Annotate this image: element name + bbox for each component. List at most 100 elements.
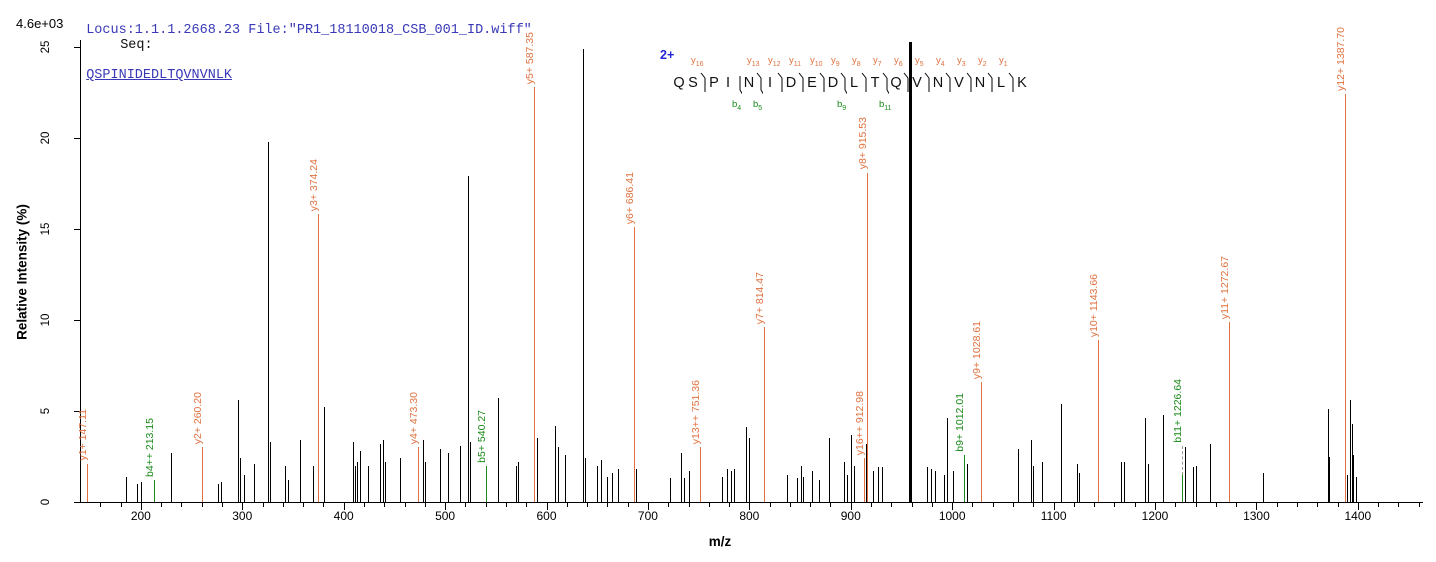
- x-axis-major-tick: [1053, 503, 1055, 510]
- x-axis-minor-tick: [262, 503, 264, 507]
- spectrum-peak: [684, 478, 686, 502]
- spectrum-peak: [731, 471, 733, 502]
- x-axis-title: m/z: [708, 534, 732, 549]
- spectrum-peak: [171, 452, 173, 502]
- b-ion-peak: [1182, 474, 1184, 502]
- spectrum-peak: [557, 447, 559, 502]
- y-ion-marker-label: y13: [747, 55, 760, 68]
- x-axis-minor-tick: [221, 503, 223, 507]
- spectrum-peak: [1355, 476, 1357, 502]
- y-ion-peak: [201, 447, 203, 502]
- sequence-residue: T: [870, 75, 880, 91]
- precursor-charge-label: 2+: [660, 48, 675, 62]
- y-ion-peak-label: y4+ 473.30: [408, 392, 421, 445]
- spectrum-peak: [819, 480, 821, 502]
- x-axis-tick-label: 1100: [1040, 509, 1067, 523]
- spectrum-peak: [934, 471, 936, 502]
- b-ion-peak-label: b5+ 540.27: [475, 409, 488, 463]
- spectrum-peak: [537, 438, 539, 502]
- b-ion-peak: [154, 480, 156, 502]
- spectrum-peak: [220, 481, 222, 502]
- y-axis-tick-label: 0: [40, 498, 52, 506]
- spectrum-peak: [1060, 403, 1062, 502]
- spectrum-peak: [564, 454, 566, 502]
- spectrum-peak: [947, 418, 949, 502]
- sequence-residue: I: [725, 75, 731, 91]
- spectrum-peak: [873, 471, 875, 502]
- sequence-residue: Q: [890, 75, 902, 91]
- x-axis-minor-tick: [1195, 503, 1197, 507]
- spectrum-peak: [601, 460, 603, 502]
- seq-label: Seq:: [120, 38, 153, 53]
- spectrum-peak: [140, 481, 142, 502]
- spectrum-peak: [786, 474, 788, 502]
- x-axis-minor-tick: [303, 503, 305, 507]
- spectrum-peak: [612, 472, 614, 502]
- x-axis-tick-label: 400: [333, 509, 354, 523]
- spectrum-peak: [136, 483, 138, 502]
- spectrum-peak: [1352, 454, 1354, 502]
- spectrum-peak: [967, 463, 969, 502]
- b-ion-peak: [964, 454, 966, 502]
- x-axis-minor-tick: [911, 503, 913, 507]
- x-axis-major-tick: [749, 503, 751, 510]
- y-ion-peak: [700, 447, 702, 502]
- x-axis-tick-label: 300: [232, 509, 253, 523]
- b-ion-marker-label: b5: [753, 99, 763, 112]
- x-axis-minor-tick: [282, 503, 284, 507]
- cleavage-marker: y16: [691, 55, 707, 98]
- spectrum-peak: [1346, 474, 1348, 502]
- y-ion-peak: [866, 172, 868, 502]
- b-ion-peak-label: b11+ 1226.64: [1172, 378, 1185, 443]
- spectrum-peak: [746, 427, 748, 502]
- spectrum-peak: [554, 425, 556, 502]
- y-ion-marker-label: y3: [957, 55, 966, 68]
- y-axis-tick-label: 15: [40, 222, 52, 236]
- spectrum-peak: [1078, 472, 1080, 502]
- spectrum-peak: [635, 469, 637, 502]
- y-axis-tick-label: 10: [40, 313, 52, 327]
- y-ion-peak-label: y1+ 147.11: [77, 409, 90, 461]
- x-axis-major-tick: [1155, 503, 1157, 510]
- b-ion-peak: [485, 465, 487, 502]
- x-axis-major-tick: [952, 503, 954, 510]
- y-axis-tick: [74, 502, 80, 503]
- sequence-residue: K: [1017, 75, 1027, 91]
- spectrum-peak: [238, 400, 240, 502]
- spectrum-peak: [878, 467, 880, 502]
- spectrum-peak: [518, 461, 520, 502]
- spectrum-peak: [583, 48, 585, 502]
- y-ion-peak-label: y2+ 260.20: [191, 392, 204, 445]
- spectrum-peak: [585, 458, 587, 502]
- spectrum-peak: [1120, 461, 1122, 502]
- y-axis-tick-label: 25: [40, 40, 52, 54]
- sequence-residue: L: [996, 75, 1006, 91]
- x-axis-minor-tick: [1114, 503, 1116, 507]
- label-leader-line: [1182, 445, 1184, 475]
- x-axis-major-tick: [140, 503, 142, 510]
- y-axis-line: [80, 40, 81, 503]
- x-axis-minor-tick: [161, 503, 163, 507]
- spectrum-peak: [846, 474, 848, 502]
- spectrum-peak: [1147, 463, 1149, 502]
- peptide-sequence-text: QSPINIDEDLTQVNVNLK: [86, 68, 233, 83]
- spectrum-peak: [269, 441, 271, 502]
- spectrum-peak: [240, 458, 242, 502]
- spectrum-peak: [801, 465, 803, 502]
- x-axis-major-tick: [343, 503, 345, 510]
- y-axis-title: Relative Intensity (%): [14, 204, 30, 340]
- spectrum-peak: [468, 176, 470, 502]
- spectrum-peak: [400, 458, 402, 502]
- x-axis-minor-tick: [1317, 503, 1319, 507]
- y-axis-tick: [74, 229, 80, 230]
- spectrum-peak: [853, 465, 855, 502]
- sequence-residue: S: [688, 75, 698, 91]
- sequence-residue: N: [974, 75, 986, 91]
- sequence-residue: E: [807, 75, 817, 91]
- cleavage-marker: y13 b5: [747, 55, 763, 112]
- y-axis-tick: [74, 47, 80, 48]
- y-ion-marker-label: y2: [978, 55, 987, 68]
- sequence-residue: Q: [673, 75, 685, 91]
- spectrum-peak: [287, 480, 289, 502]
